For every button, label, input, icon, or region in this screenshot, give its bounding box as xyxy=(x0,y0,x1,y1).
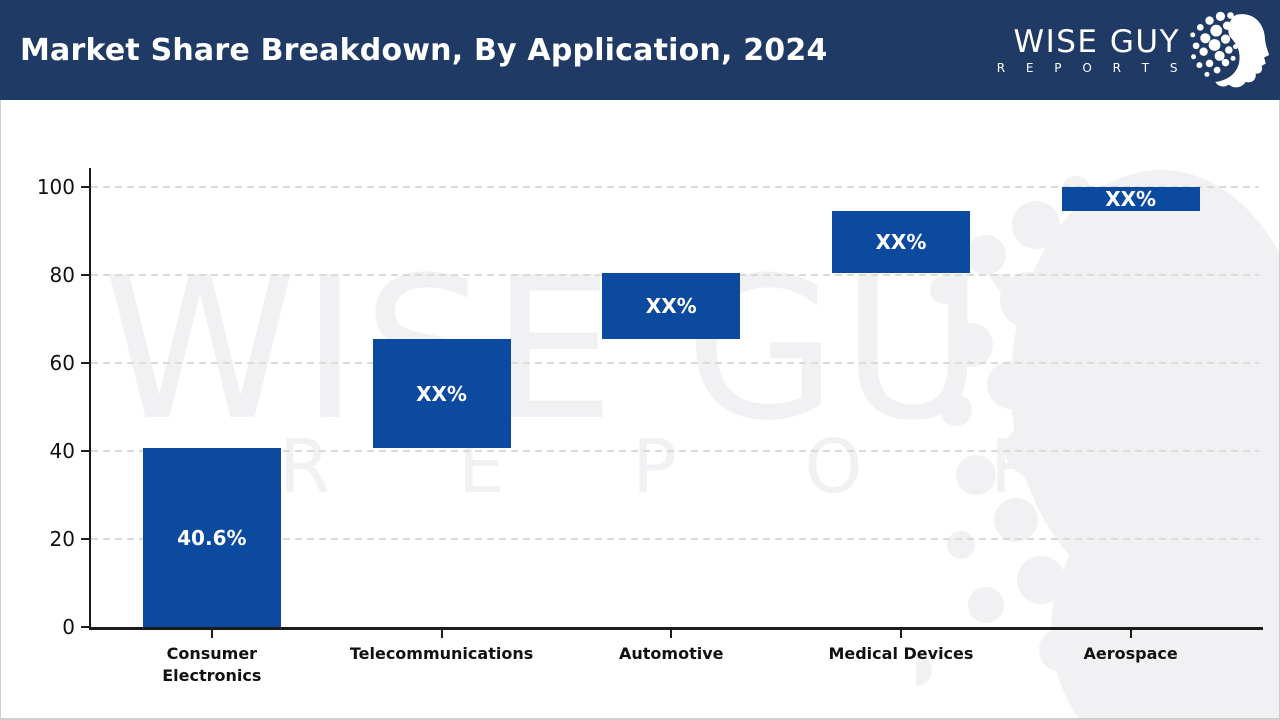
x-category-label: Automotive xyxy=(619,644,724,663)
y-tick-label: 100 xyxy=(36,174,75,199)
gridline xyxy=(91,537,1259,540)
bar-consumer-electronics: 40.6% xyxy=(142,448,281,627)
x-axis-line xyxy=(89,627,1263,630)
x-tick-mark xyxy=(670,630,673,638)
logo-text: WISE GUY R E P O R T S xyxy=(997,23,1180,74)
bar-medical-devices: XX% xyxy=(831,211,970,274)
bar-value-label: XX% xyxy=(875,230,927,255)
y-tick-mark xyxy=(81,626,89,628)
bar-telecommunications: XX% xyxy=(372,339,511,449)
page-title: Market Share Breakdown, By Application, … xyxy=(20,32,828,68)
y-tick-label: 0 xyxy=(62,615,75,639)
x-tick-mark xyxy=(1129,630,1132,638)
logo-wordmark: WISE GUY xyxy=(1013,23,1180,60)
logo-face-icon xyxy=(1190,11,1270,88)
y-tick-mark xyxy=(81,449,89,452)
bar-value-label: XX% xyxy=(1105,186,1157,211)
bar-value-label: XX% xyxy=(416,381,467,406)
x-tick-mark xyxy=(210,630,213,638)
y-tick-mark xyxy=(81,537,89,540)
bar-value-label: XX% xyxy=(645,294,697,319)
gridline xyxy=(91,449,1259,452)
x-category-label: Medical Devices xyxy=(828,644,974,663)
gridline xyxy=(91,361,1259,364)
bar-value-label: 40.6% xyxy=(177,525,247,550)
wise-guy-logo: WISE GUY R E P O R T S xyxy=(997,7,1280,93)
bar-aerospace: XX% xyxy=(1061,186,1200,212)
x-tick-mark xyxy=(899,630,902,638)
header: Market Share Breakdown, By Application, … xyxy=(0,0,1280,100)
y-tick-label: 60 xyxy=(49,350,75,375)
logo-subtitle: R E P O R T S xyxy=(996,60,1186,75)
y-tick-mark xyxy=(81,273,89,276)
x-category-label: Consumer Electronics xyxy=(162,644,262,686)
y-axis-line xyxy=(89,168,91,629)
y-tick-mark xyxy=(81,185,89,188)
y-tick-label: 80 xyxy=(49,262,75,287)
chart-area: WISE GUY R E P O R T S 02040608010040.6%… xyxy=(0,100,1280,720)
bar-automotive: XX% xyxy=(602,273,741,340)
y-tick-label: 20 xyxy=(49,526,75,551)
x-tick-mark xyxy=(440,630,443,638)
x-category-label: Aerospace xyxy=(1083,644,1178,663)
plot: 0 20 40 60 80 100 40.6% Consumer Electronics XX%… xyxy=(1,100,1279,718)
y-tick-mark xyxy=(81,361,89,364)
gridline xyxy=(91,185,1259,188)
x-category-label: Telecommunications xyxy=(349,644,534,663)
y-tick-label: 40 xyxy=(49,438,75,463)
